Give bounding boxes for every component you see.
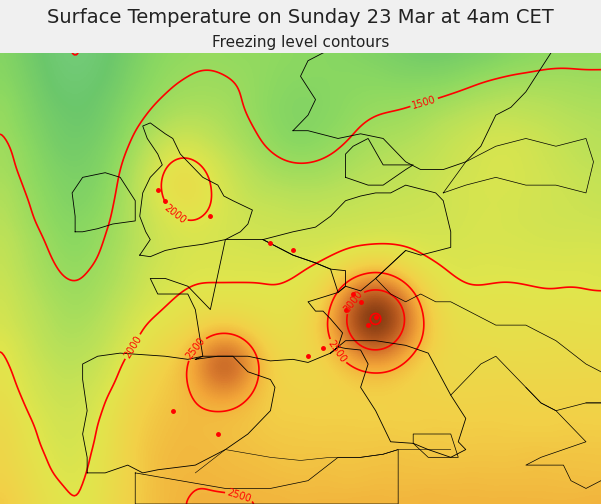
Text: 2000: 2000 [122,334,144,360]
Text: 2000: 2000 [162,203,188,225]
Text: 3000: 3000 [342,288,365,314]
Text: Freezing level contours: Freezing level contours [212,35,389,50]
Text: Surface Temperature on Sunday 23 Mar at 4am CET: Surface Temperature on Sunday 23 Mar at … [47,8,554,27]
Text: 1500: 1500 [411,94,438,110]
Text: 2500: 2500 [184,335,207,361]
Text: 2500: 2500 [326,339,348,365]
Text: 2500: 2500 [226,487,252,504]
